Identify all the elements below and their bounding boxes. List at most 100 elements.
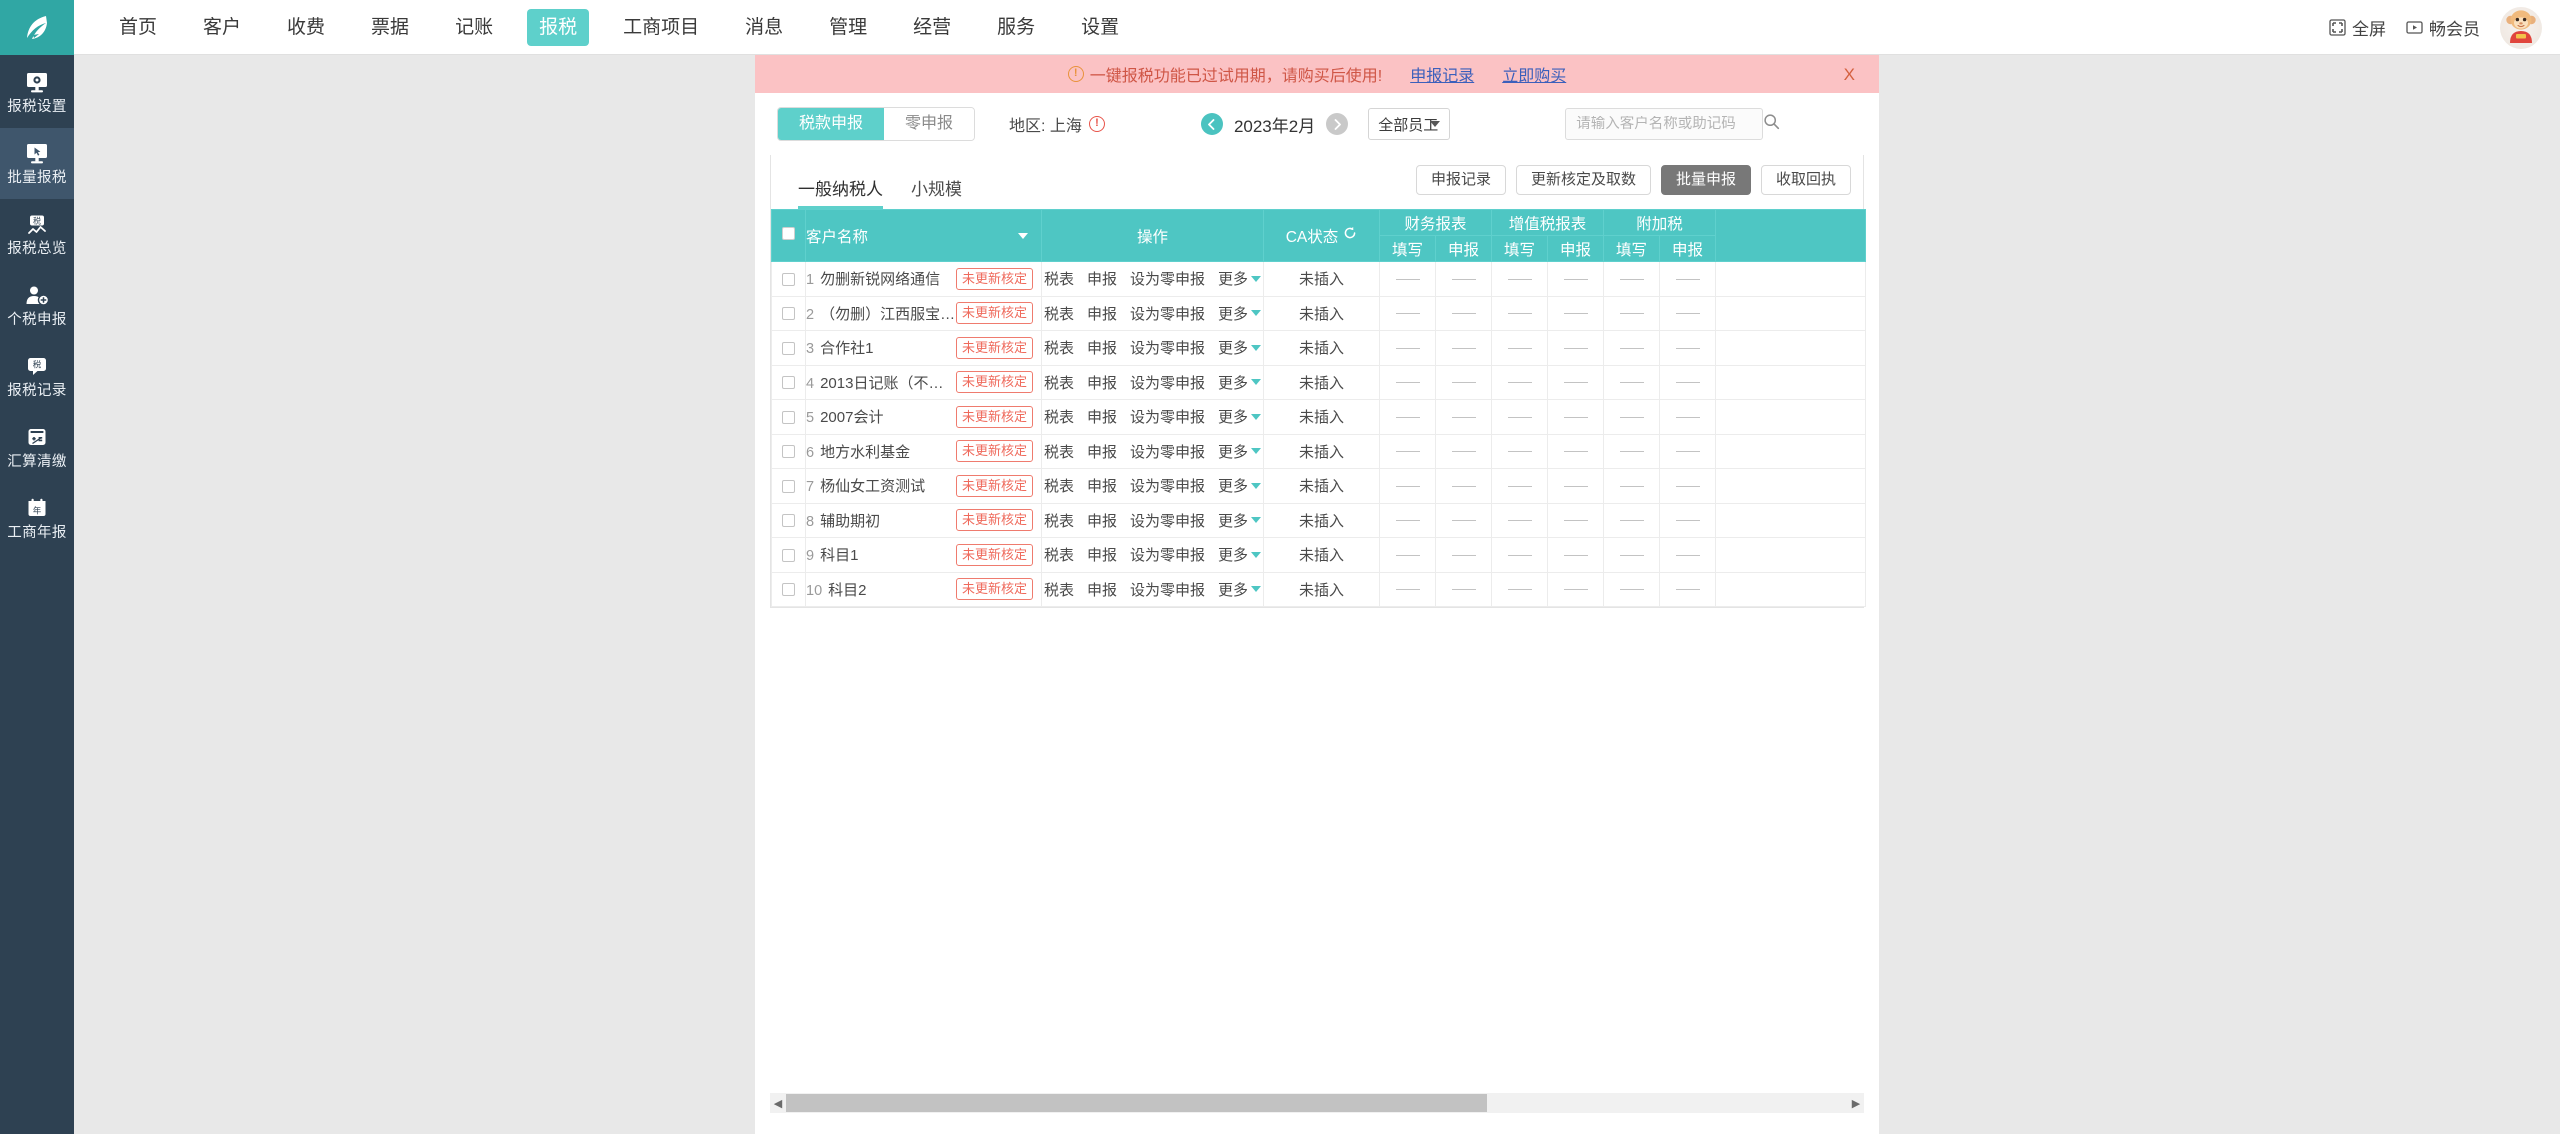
nav-item-settings[interactable]: 设置 (1081, 16, 1120, 38)
op-taxform-link[interactable]: 税表 (1043, 512, 1074, 530)
op-declare-link[interactable]: 申报 (1086, 512, 1117, 530)
table-row[interactable]: 7 杨仙女工资测试 未更新核定 税表 申报 设为零申报 更多 未插入 (771, 468, 1867, 504)
vat-submit-cell[interactable] (1547, 399, 1605, 435)
batch-declare-button[interactable]: 批量申报 (1660, 165, 1751, 195)
collect-receipt-button[interactable]: 收取回执 (1760, 165, 1851, 195)
op-zero-declare-link[interactable]: 设为零申报 (1130, 305, 1206, 323)
financial-fill-cell[interactable] (1379, 433, 1436, 469)
financial-fill-cell[interactable] (1379, 571, 1436, 607)
customer-name-cell[interactable]: 7 杨仙女工资测试 未更新核定 (805, 468, 1042, 504)
financial-fill-cell[interactable] (1379, 537, 1436, 573)
vip-button[interactable]: 畅会员 (2406, 15, 2480, 40)
op-taxform-link[interactable]: 税表 (1043, 581, 1074, 599)
customer-name-cell[interactable]: 2 （勿删）江西服宝-LSS未更新核定 (805, 295, 1042, 331)
update-assessment-button[interactable]: 更新核定及取数 (1515, 165, 1651, 195)
op-zero-declare-link[interactable]: 设为零申报 (1130, 512, 1206, 530)
financial-fill-cell[interactable] (1379, 261, 1436, 297)
op-taxform-link[interactable]: 税表 (1043, 409, 1074, 427)
op-zero-declare-link[interactable]: 设为零申报 (1130, 271, 1206, 289)
financial-fill-cell[interactable] (1379, 502, 1436, 538)
surtax-submit-cell[interactable] (1659, 364, 1717, 400)
banner-link-buy[interactable]: 立即购买 (1502, 68, 1567, 85)
op-taxform-link[interactable]: 税表 (1043, 340, 1074, 358)
surtax-fill-cell[interactable] (1603, 399, 1661, 435)
close-icon[interactable]: X (1843, 65, 1855, 84)
table-row[interactable]: 5 2007会计 未更新核定 税表 申报 设为零申报 更多 未插入 (771, 399, 1867, 435)
financial-fill-cell[interactable] (1379, 468, 1436, 504)
tab-small-scale[interactable]: 小规模 (911, 180, 962, 199)
vat-fill-cell[interactable] (1491, 537, 1549, 573)
col-customer-name[interactable]: 客户名称 (805, 209, 1042, 262)
op-declare-link[interactable]: 申报 (1086, 581, 1117, 599)
financial-submit-cell[interactable] (1434, 433, 1493, 469)
op-declare-link[interactable]: 申报 (1086, 340, 1117, 358)
op-taxform-link[interactable]: 税表 (1043, 443, 1074, 461)
operations-cell[interactable]: 税表 申报 设为零申报 更多 (1041, 537, 1264, 573)
nav-item-customer[interactable]: 客户 (203, 16, 242, 38)
sidebar-item-batch-tax[interactable]: 批量报税 (0, 128, 74, 199)
vat-fill-cell[interactable] (1491, 364, 1549, 400)
nav-item-business[interactable]: 工商项目 (623, 16, 700, 38)
op-declare-link[interactable]: 申报 (1086, 478, 1117, 496)
search-box[interactable] (1565, 108, 1780, 140)
financial-fill-cell[interactable] (1379, 295, 1436, 331)
chevron-right-icon[interactable] (1326, 113, 1349, 135)
surtax-submit-cell[interactable] (1659, 537, 1717, 573)
table-row[interactable]: 8 辅助期初 未更新核定 税表 申报 设为零申报 更多 未插入 (771, 502, 1867, 538)
customer-name-cell[interactable]: 1 勿删新锐网络通信 未更新核定 (805, 261, 1042, 297)
operations-cell[interactable]: 税表 申报 设为零申报 更多 (1041, 502, 1264, 538)
op-taxform-link[interactable]: 税表 (1043, 547, 1074, 565)
checkbox-icon[interactable] (782, 272, 795, 286)
surtax-submit-cell[interactable] (1659, 330, 1717, 366)
surtax-fill-cell[interactable] (1603, 537, 1661, 573)
customer-name-cell[interactable]: 5 2007会计 未更新核定 (805, 399, 1042, 435)
chevron-left-icon[interactable] (1200, 113, 1223, 135)
op-declare-link[interactable]: 申报 (1086, 374, 1117, 392)
row-checkbox-cell[interactable] (771, 364, 806, 400)
vat-submit-cell[interactable] (1547, 468, 1605, 504)
vat-fill-cell[interactable] (1491, 502, 1549, 538)
row-checkbox-cell[interactable] (771, 537, 806, 573)
op-taxform-link[interactable]: 税表 (1043, 271, 1074, 289)
customer-name-cell[interactable]: 6 地方水利基金 未更新核定 (805, 433, 1042, 469)
surtax-fill-cell[interactable] (1603, 502, 1661, 538)
surtax-fill-cell[interactable] (1603, 295, 1661, 331)
surtax-submit-cell[interactable] (1659, 468, 1717, 504)
vat-fill-cell[interactable] (1491, 571, 1549, 607)
scrollbar-thumb[interactable] (786, 1094, 1487, 1112)
table-row[interactable]: 2 （勿删）江西服宝-LSS未更新核定税表申报设为零申报更多未插入 (771, 295, 1867, 331)
row-checkbox-cell[interactable] (771, 468, 806, 504)
operations-cell[interactable]: 税表 申报 设为零申报 更多 (1041, 433, 1264, 469)
financial-fill-cell[interactable] (1379, 364, 1436, 400)
vat-submit-cell[interactable] (1547, 433, 1605, 469)
vat-submit-cell[interactable] (1547, 295, 1605, 331)
caret-down-icon[interactable] (1018, 232, 1028, 239)
app-logo[interactable] (0, 0, 74, 55)
op-declare-link[interactable]: 申报 (1086, 443, 1117, 461)
financial-submit-cell[interactable] (1434, 261, 1493, 297)
sidebar-item-annual-report[interactable]: 年 工商年报 (0, 483, 74, 554)
checkbox-icon[interactable] (782, 548, 795, 562)
search-input[interactable] (1576, 116, 1764, 132)
operations-cell[interactable]: 税表 申报 设为零申报 更多 (1041, 364, 1264, 400)
checkbox-icon[interactable] (782, 479, 795, 493)
info-circle-icon[interactable]: ! (1088, 116, 1105, 132)
op-more-link[interactable]: 更多 (1218, 579, 1262, 600)
vat-fill-cell[interactable] (1491, 295, 1549, 331)
checkbox-icon[interactable] (782, 583, 795, 597)
table-row[interactable]: 3 合作社1 未更新核定 税表 申报 设为零申报 更多 未插入 (771, 330, 1867, 366)
scrollbar-track[interactable] (786, 1093, 1848, 1113)
customer-name-cell[interactable]: 10 科目2 未更新核定 (805, 571, 1042, 607)
nav-item-bookkeep[interactable]: 记账 (455, 16, 494, 38)
vat-fill-cell[interactable] (1491, 433, 1549, 469)
surtax-submit-cell[interactable] (1659, 571, 1717, 607)
customer-name-cell[interactable]: 9 科目1 未更新核定 (805, 537, 1042, 573)
tab-general-taxpayer[interactable]: 一般纳税人 (798, 175, 883, 209)
op-more-link[interactable]: 更多 (1218, 544, 1262, 565)
triangle-left-icon[interactable]: ◀ (773, 1097, 783, 1110)
vat-submit-cell[interactable] (1547, 364, 1605, 400)
nav-item-charge[interactable]: 收费 (287, 16, 326, 38)
avatar[interactable] (2500, 6, 2542, 49)
search-icon[interactable] (1763, 113, 1780, 135)
operations-cell[interactable]: 税表 申报 设为零申报 更多 (1041, 295, 1264, 331)
